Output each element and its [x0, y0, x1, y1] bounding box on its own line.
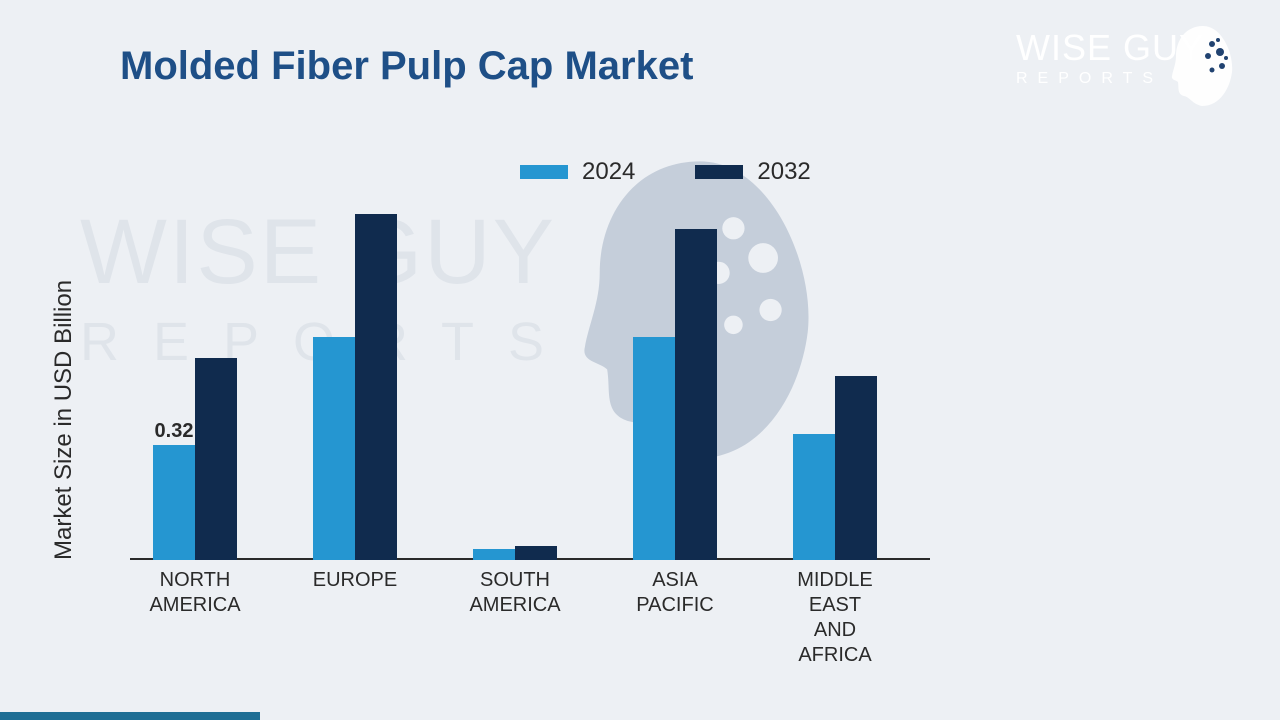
legend-label: 2032 — [757, 158, 810, 186]
bar — [515, 546, 557, 560]
bar — [355, 214, 397, 560]
side-panel — [970, 0, 1280, 720]
brand-logo: WISE GUY REPORTS — [1016, 30, 1246, 88]
brand-name: WISE GUY — [1016, 30, 1246, 66]
bar-group: MIDDLE EAST AND AFRICA — [770, 376, 900, 560]
category-label: NORTH AMERICA — [125, 568, 265, 618]
y-axis-label: Market Size in USD Billion — [50, 280, 78, 560]
category-label: ASIA PACIFIC — [605, 568, 745, 618]
legend-swatch — [520, 165, 568, 179]
bar — [153, 445, 195, 560]
category-label: SOUTH AMERICA — [445, 568, 585, 618]
bar-group: SOUTH AMERICA — [450, 546, 580, 560]
bar — [633, 337, 675, 560]
bar — [195, 358, 237, 560]
bottom-strip — [0, 712, 260, 720]
bar — [675, 229, 717, 560]
category-label: EUROPE — [285, 568, 425, 593]
bar-chart: 0.32NORTH AMERICAEUROPE SOUTH AMERICA ASIA… — [130, 200, 930, 560]
bar-group: 0.32NORTH AMERICA — [130, 358, 260, 560]
category-label: MIDDLE EAST AND AFRICA — [765, 568, 905, 668]
bar-group: ASIA PACIFIC — [610, 229, 740, 560]
chart-title: Molded Fiber Pulp Cap Market — [120, 44, 693, 89]
bar-group: EUROPE — [290, 214, 420, 560]
bar — [313, 337, 355, 560]
side-curve — [970, 0, 1280, 720]
bar — [793, 434, 835, 560]
bar — [835, 376, 877, 560]
bar — [473, 549, 515, 560]
legend-item: 2024 — [520, 158, 635, 186]
main-area: Molded Fiber Pulp Cap Market WISE GUY RE… — [0, 0, 970, 720]
legend: 2024 2032 — [520, 158, 811, 186]
legend-item: 2032 — [695, 158, 810, 186]
page: WISE GUY REPORTS Molded Fiber Pulp Cap M… — [0, 0, 1280, 720]
legend-swatch — [695, 165, 743, 179]
legend-label: 2024 — [582, 158, 635, 186]
bar-value-label: 0.32 — [155, 420, 194, 443]
brand-subline: REPORTS — [1016, 70, 1246, 88]
